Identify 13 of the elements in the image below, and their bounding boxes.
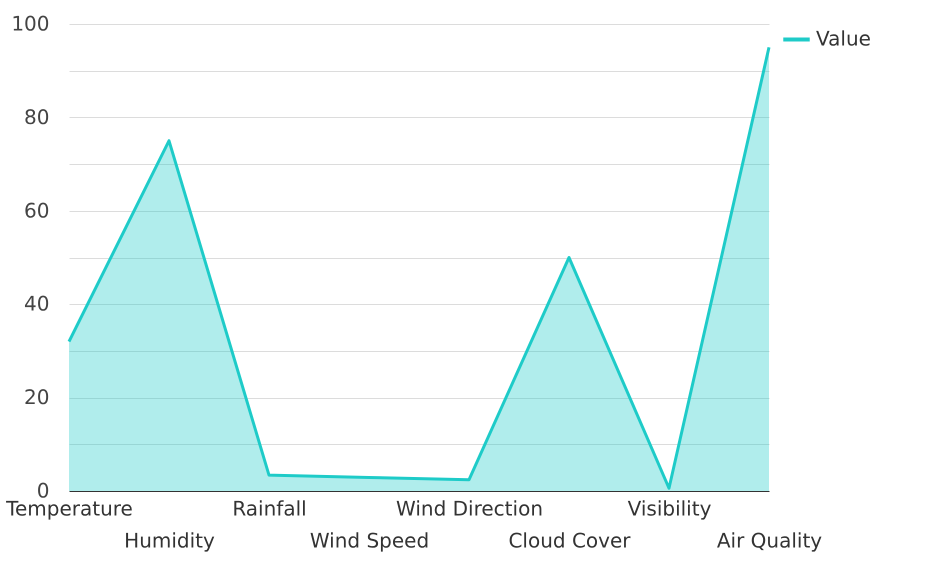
y-tick-label: 40 bbox=[24, 292, 50, 316]
x-tick-label: Wind Direction bbox=[396, 496, 543, 520]
x-tick-label: Cloud Cover bbox=[508, 528, 632, 552]
x-tick-label: Humidity bbox=[124, 528, 216, 552]
x-tick-label: Rainfall bbox=[232, 496, 307, 520]
y-tick-label: 100 bbox=[11, 12, 50, 36]
y-tick-label: 60 bbox=[24, 198, 50, 222]
y-tick-label: 20 bbox=[24, 385, 50, 410]
y-tick-label: 80 bbox=[24, 104, 50, 129]
x-tick-label: Air Quality bbox=[716, 528, 822, 552]
x-tick-label: Visibility bbox=[628, 496, 712, 520]
x-tick-label: Wind Speed bbox=[310, 528, 430, 552]
legend-label: Value bbox=[816, 26, 871, 50]
